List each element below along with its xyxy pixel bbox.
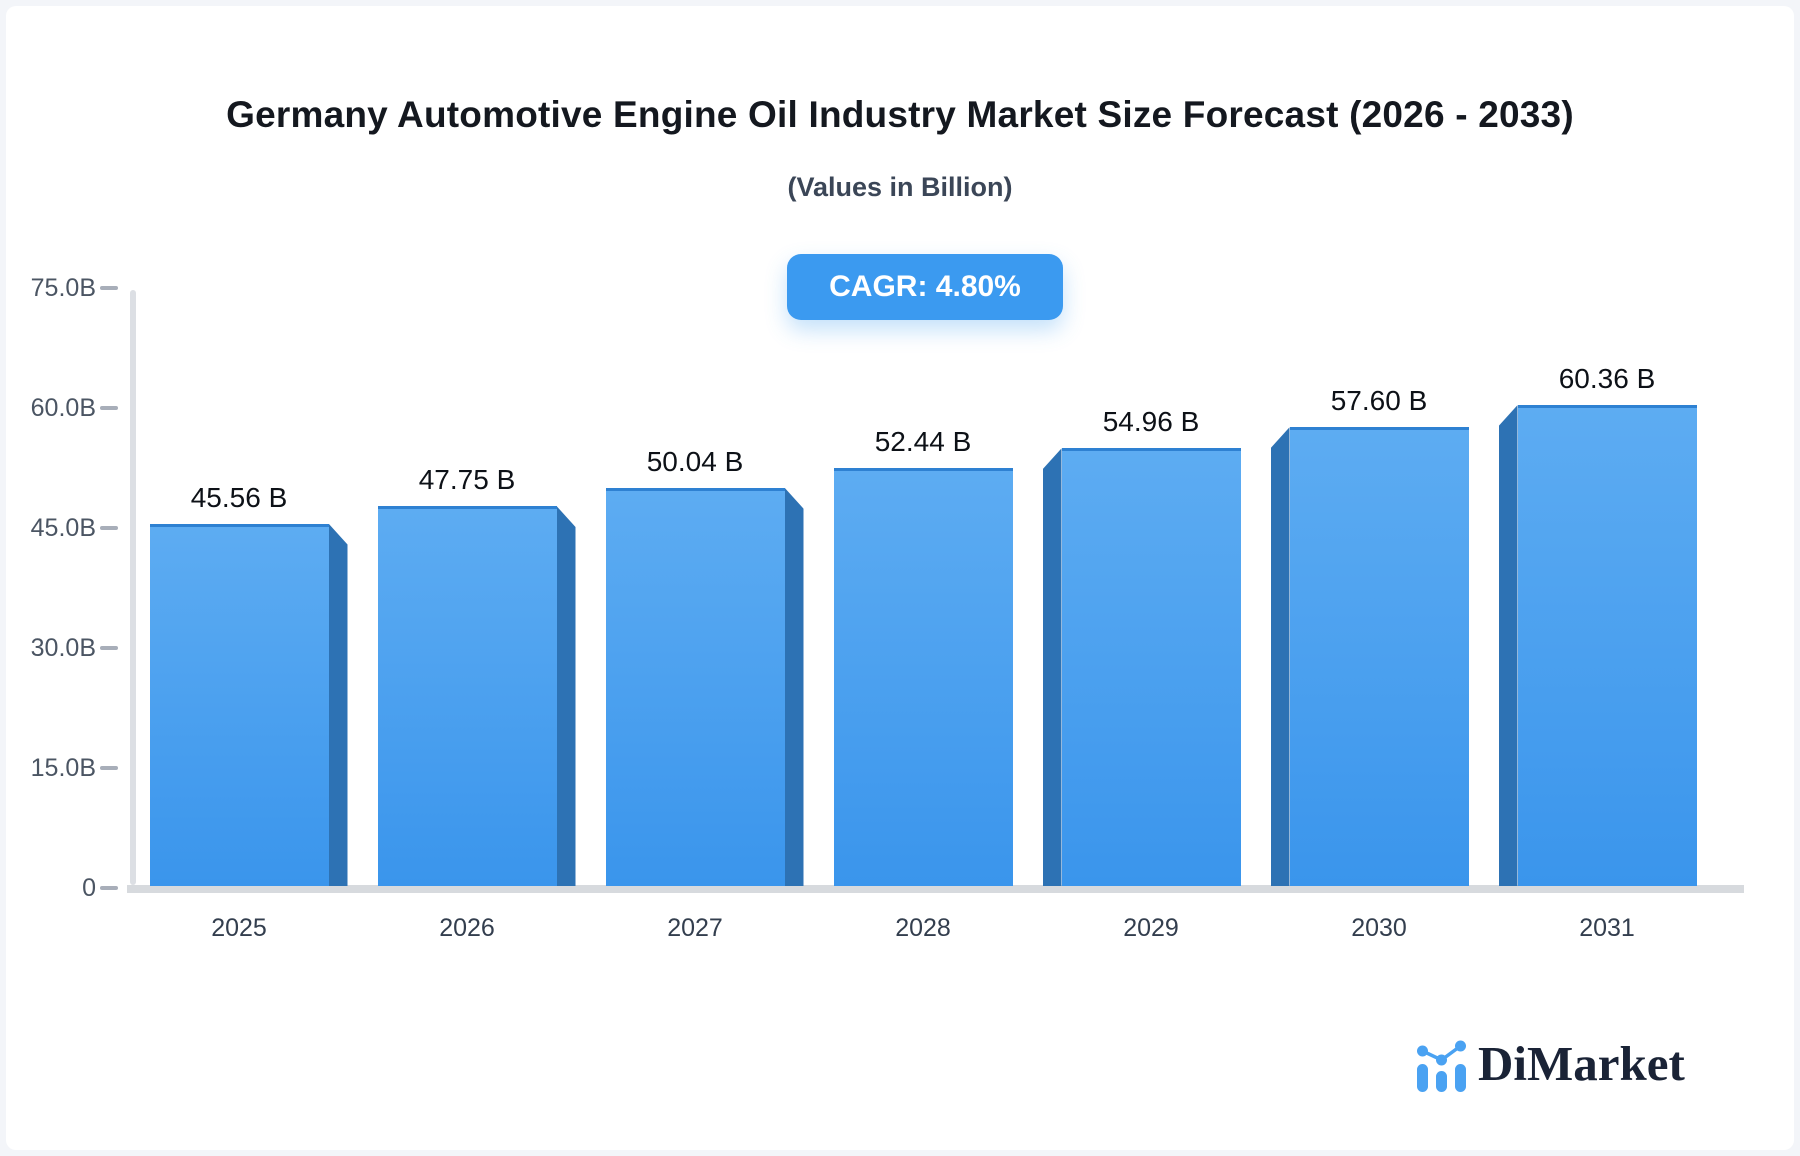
bar-side-2031: [1498, 405, 1518, 886]
bar-2028: [833, 468, 1013, 886]
y-tick-label: 60.0B: [30, 394, 96, 422]
x-axis-label: 2031: [1579, 914, 1635, 942]
bar-side-2030: [1270, 427, 1290, 886]
y-tick-label: 30.0B: [30, 634, 96, 662]
bar-value-label: 45.56 B: [190, 481, 288, 513]
bar-side-2026: [556, 506, 576, 886]
bar-value-label: 50.04 B: [646, 445, 744, 477]
y-axis-line: [130, 290, 136, 885]
y-tick-label: 15.0B: [30, 754, 96, 782]
brand-logo: DiMarket: [1414, 1030, 1685, 1094]
x-axis-label: 2027: [667, 914, 723, 942]
x-axis-label: 2028: [895, 914, 951, 942]
x-axis-label: 2029: [1123, 914, 1179, 942]
y-tick-label: 45.0B: [30, 514, 96, 542]
bar-2026: [377, 506, 557, 886]
bar-2027: [605, 487, 785, 886]
bar-2031: [1517, 405, 1697, 886]
bar-value-label: 57.60 B: [1330, 385, 1428, 417]
bar-value-label: 54.96 B: [1102, 406, 1200, 438]
x-axis-label: 2025: [211, 914, 267, 942]
bar-side-2027: [784, 487, 804, 886]
x-axis-label: 2030: [1351, 914, 1407, 942]
brand-name: DiMarket: [1478, 1036, 1685, 1091]
bar-value-label: 47.75 B: [418, 464, 516, 495]
bar-side-2025: [328, 523, 348, 886]
bar-value-label: 52.44 B: [874, 426, 972, 458]
cagr-badge-label: CAGR: 4.80%: [829, 270, 1021, 303]
bar-value-label: 60.36 B: [1558, 363, 1656, 395]
bar-2025: [149, 523, 329, 886]
y-tick-mark: [100, 406, 118, 410]
y-tick-label: 0: [82, 874, 96, 902]
cagr-badge: CAGR: 4.80%: [787, 254, 1063, 320]
x-axis-baseline: [127, 885, 1744, 893]
mini-bar-line-chart-icon: [1417, 1040, 1466, 1092]
y-tick-mark: [100, 526, 118, 530]
bar-side-2029: [1042, 448, 1062, 886]
y-tick-mark: [100, 886, 118, 890]
x-axis-label: 2026: [439, 914, 495, 942]
y-tick-mark: [100, 646, 118, 650]
chart-title: Germany Automotive Engine Oil Industry M…: [226, 94, 1574, 135]
chart-subtitle: (Values in Billion): [787, 172, 1013, 202]
y-tick-label: 75.0B: [30, 274, 96, 302]
y-tick-mark: [100, 286, 118, 290]
bar-2029: [1061, 448, 1241, 886]
bar-2030: [1289, 427, 1469, 886]
y-tick-mark: [100, 766, 118, 770]
